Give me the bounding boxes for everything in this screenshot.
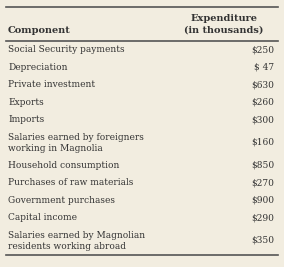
Text: Government purchases: Government purchases bbox=[8, 196, 115, 205]
Text: $260: $260 bbox=[251, 98, 274, 107]
Text: $900: $900 bbox=[251, 196, 274, 205]
Text: $350: $350 bbox=[251, 236, 274, 245]
Text: $300: $300 bbox=[251, 115, 274, 124]
Text: Exports: Exports bbox=[8, 98, 44, 107]
Text: Imports: Imports bbox=[8, 115, 44, 124]
Text: Expenditure
(in thousands): Expenditure (in thousands) bbox=[184, 14, 264, 34]
Text: Purchases of raw materials: Purchases of raw materials bbox=[8, 178, 133, 187]
Text: Component: Component bbox=[8, 26, 71, 35]
Text: Private investment: Private investment bbox=[8, 80, 95, 89]
Text: Salaries earned by Magnolian
residents working abroad: Salaries earned by Magnolian residents w… bbox=[8, 230, 145, 251]
Text: $290: $290 bbox=[251, 213, 274, 222]
Text: $630: $630 bbox=[251, 80, 274, 89]
Text: $160: $160 bbox=[251, 138, 274, 147]
Text: Household consumption: Household consumption bbox=[8, 161, 119, 170]
Text: $ 47: $ 47 bbox=[254, 63, 274, 72]
Text: $250: $250 bbox=[251, 45, 274, 54]
Text: Social Security payments: Social Security payments bbox=[8, 45, 125, 54]
Text: Salaries earned by foreigners
working in Magnolia: Salaries earned by foreigners working in… bbox=[8, 132, 144, 153]
Text: $270: $270 bbox=[251, 178, 274, 187]
Text: Capital income: Capital income bbox=[8, 213, 77, 222]
Text: $850: $850 bbox=[251, 161, 274, 170]
Text: Depreciation: Depreciation bbox=[8, 63, 68, 72]
